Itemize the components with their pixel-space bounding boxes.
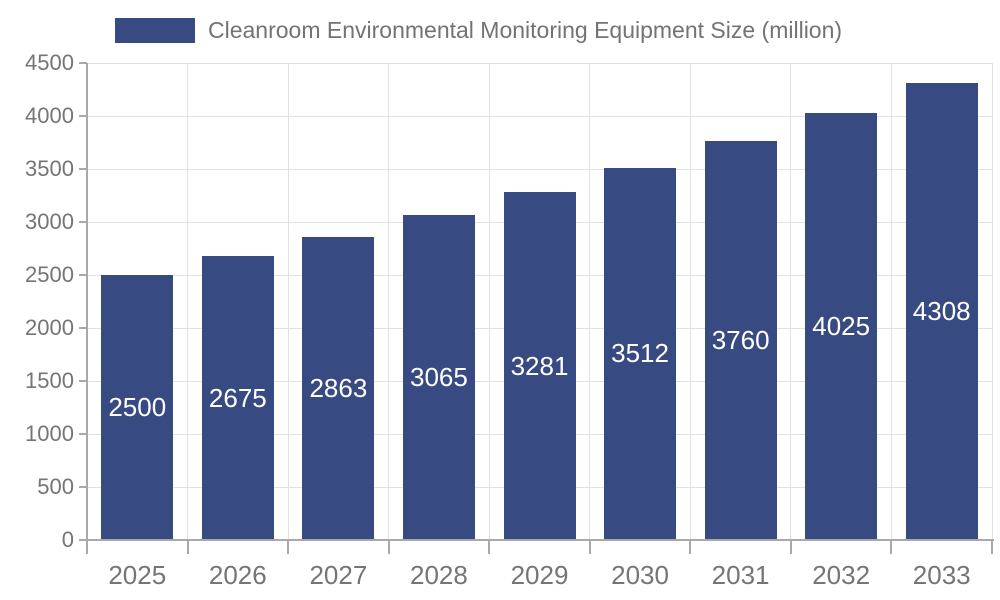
gridline-vertical (890, 63, 892, 540)
y-axis-tick-label: 1000 (25, 421, 74, 446)
bar[interactable]: 3512 (604, 167, 677, 540)
gridline-horizontal (87, 168, 992, 170)
y-axis-line (86, 63, 88, 554)
bar[interactable]: 4025 (805, 113, 878, 540)
bar[interactable]: 3760 (704, 141, 777, 540)
x-axis-tick (186, 541, 189, 554)
x-axis-tick-label: 2029 (510, 560, 569, 590)
y-axis-tick (79, 221, 87, 223)
bar-value-label: 4025 (812, 311, 871, 342)
bar-value-label: 3065 (410, 362, 468, 393)
x-axis-tick-label: 2026 (208, 560, 267, 590)
bar-value-label: 2863 (309, 372, 368, 403)
bar-value-label: 3281 (510, 350, 569, 381)
y-axis-tick (79, 115, 87, 117)
y-axis-tick-label: 500 (37, 474, 74, 499)
y-axis-tick (79, 486, 87, 488)
legend-swatch-icon (115, 18, 195, 43)
x-axis-tick (387, 541, 390, 554)
gridline-horizontal (87, 62, 992, 64)
bar-value-label: 2675 (208, 382, 267, 413)
gridline-vertical (991, 63, 993, 540)
y-axis-tick-label: 3500 (25, 156, 74, 181)
y-axis-tick (79, 274, 87, 276)
y-axis-tick-label: 0 (61, 527, 74, 552)
x-axis-tick-label: 2032 (812, 560, 871, 590)
y-axis-tick-label: 1500 (25, 368, 74, 393)
y-axis-tick-label: 2000 (25, 315, 74, 340)
gridline-vertical (187, 63, 189, 540)
x-axis-tick-label: 2030 (611, 560, 669, 590)
y-axis-tick (79, 327, 87, 329)
bar-value-label: 2500 (108, 392, 167, 422)
bar-value-label: 3760 (711, 325, 770, 356)
x-axis-tick-label: 2025 (108, 560, 167, 590)
y-axis-tick (79, 168, 87, 170)
bar[interactable]: 3065 (402, 215, 475, 540)
x-axis-tick (287, 541, 290, 554)
bar-value-label: 4308 (912, 296, 971, 327)
x-axis-tick (890, 541, 893, 554)
gridline-vertical (689, 63, 691, 540)
plot-area: 2500 2675 2863 3065 3281 3512 3760 4025 4308 (87, 62, 993, 540)
y-axis-tick (79, 62, 87, 64)
x-axis-tick (991, 541, 993, 554)
bar[interactable]: 2863 (302, 236, 375, 540)
gridline-vertical (287, 63, 289, 540)
x-axis-tick-label: 2028 (410, 560, 468, 590)
x-axis-tick (488, 541, 491, 554)
x-axis-tick (789, 541, 792, 554)
y-axis-tick-label: 2500 (25, 262, 74, 287)
bar[interactable]: 4308 (905, 83, 978, 540)
bar-value-label: 3512 (611, 338, 669, 369)
y-axis-tick (79, 433, 87, 435)
bar[interactable]: 3281 (503, 192, 576, 540)
gridline-vertical (589, 63, 591, 540)
bar[interactable]: 2675 (201, 256, 274, 540)
x-axis-line (86, 539, 994, 541)
x-axis-tick (86, 541, 88, 554)
gridline-vertical (488, 63, 490, 540)
y-axis-tick-label: 3000 (25, 209, 74, 234)
gridline-vertical (388, 63, 390, 540)
y-axis-tick-label: 4500 (25, 50, 74, 75)
x-axis-tick-label: 2027 (309, 560, 368, 590)
gridline-vertical (790, 63, 792, 540)
legend[interactable]: Cleanroom Environmental Monitoring Equip… (115, 17, 842, 44)
x-axis-tick (588, 541, 591, 554)
legend-label: Cleanroom Environmental Monitoring Equip… (208, 17, 843, 43)
x-axis-tick-label: 2031 (711, 560, 770, 590)
x-axis-tick-label: 2033 (912, 560, 971, 590)
y-axis-tick-label: 4000 (25, 103, 74, 128)
y-axis-tick (79, 539, 87, 541)
x-axis-tick (689, 541, 692, 554)
gridline-horizontal (87, 115, 992, 117)
bar[interactable]: 2500 (101, 275, 174, 540)
y-axis-tick (79, 380, 87, 382)
